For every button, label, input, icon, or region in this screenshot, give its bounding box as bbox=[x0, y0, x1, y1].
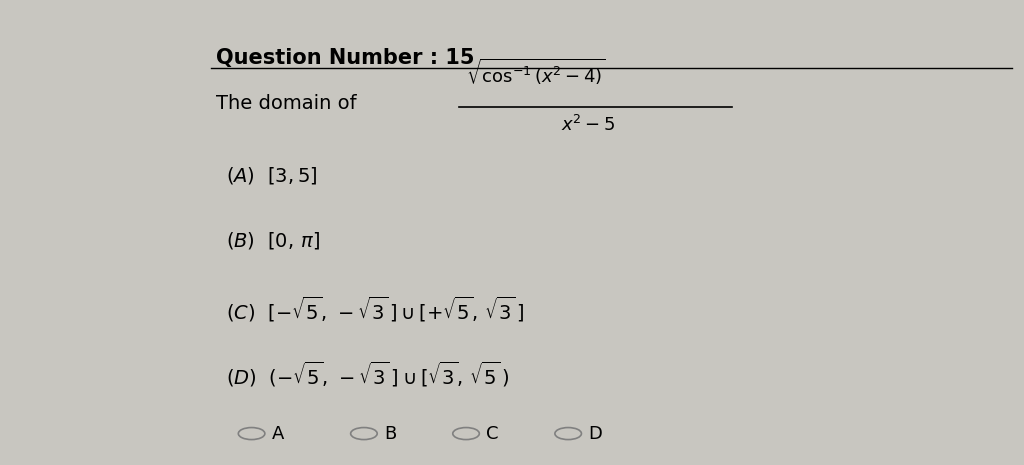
Text: $(B)\ \ [0,\,\pi]$: $(B)\ \ [0,\,\pi]$ bbox=[226, 230, 321, 251]
Text: $(C)\ \ [-\sqrt{5},\,-\sqrt{3}\,]\cup[+\sqrt{5},\,\sqrt{3}\,]$: $(C)\ \ [-\sqrt{5},\,-\sqrt{3}\,]\cup[+\… bbox=[226, 295, 524, 324]
Text: $x^2-5$: $x^2-5$ bbox=[561, 115, 615, 135]
Text: $(A)\ \ [3,5]$: $(A)\ \ [3,5]$ bbox=[226, 166, 317, 186]
Text: $(D)\ \ (-\sqrt{5},\,-\sqrt{3}\,]\cup[\sqrt{3},\,\sqrt{5}\,)$: $(D)\ \ (-\sqrt{5},\,-\sqrt{3}\,]\cup[\s… bbox=[226, 359, 510, 389]
Text: $\sqrt{\cos^{-1}(x^2-4)}$: $\sqrt{\cos^{-1}(x^2-4)}$ bbox=[466, 57, 606, 87]
Text: B: B bbox=[384, 425, 396, 443]
Text: D: D bbox=[589, 425, 602, 443]
Text: The domain of: The domain of bbox=[216, 94, 356, 113]
Text: C: C bbox=[486, 425, 499, 443]
Text: Question Number : 15: Question Number : 15 bbox=[216, 47, 474, 67]
Text: A: A bbox=[272, 425, 285, 443]
